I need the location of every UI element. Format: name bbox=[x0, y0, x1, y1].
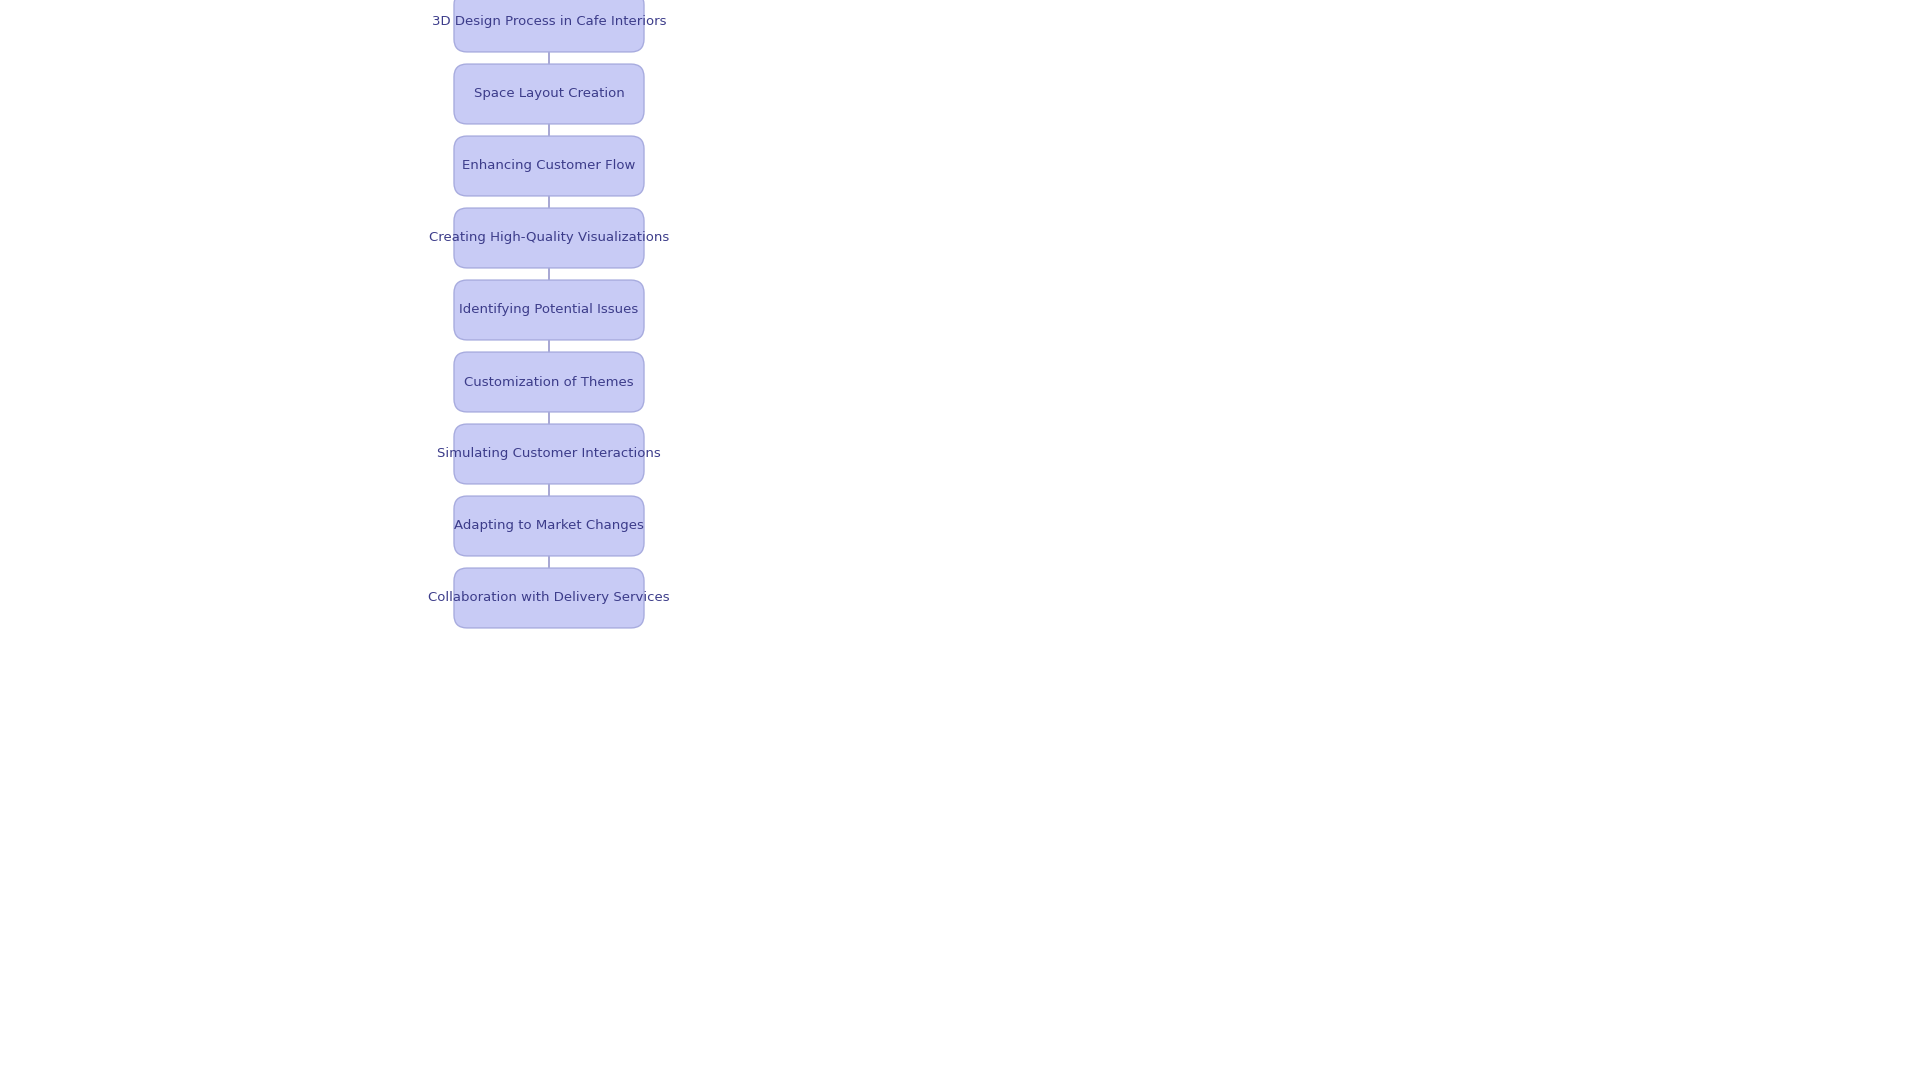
Text: Space Layout Creation: Space Layout Creation bbox=[474, 88, 624, 101]
FancyBboxPatch shape bbox=[453, 496, 643, 556]
Text: 3D Design Process in Cafe Interiors: 3D Design Process in Cafe Interiors bbox=[432, 15, 666, 28]
Text: Customization of Themes: Customization of Themes bbox=[465, 376, 634, 389]
Text: Creating High-Quality Visualizations: Creating High-Quality Visualizations bbox=[428, 232, 670, 245]
FancyBboxPatch shape bbox=[453, 425, 643, 484]
FancyBboxPatch shape bbox=[453, 569, 643, 628]
Text: Enhancing Customer Flow: Enhancing Customer Flow bbox=[463, 159, 636, 172]
Text: Simulating Customer Interactions: Simulating Customer Interactions bbox=[438, 447, 660, 460]
FancyBboxPatch shape bbox=[453, 352, 643, 412]
FancyBboxPatch shape bbox=[453, 136, 643, 196]
FancyBboxPatch shape bbox=[453, 64, 643, 123]
FancyBboxPatch shape bbox=[453, 208, 643, 268]
Text: Adapting to Market Changes: Adapting to Market Changes bbox=[453, 520, 643, 533]
FancyBboxPatch shape bbox=[453, 280, 643, 340]
Text: Identifying Potential Issues: Identifying Potential Issues bbox=[459, 303, 639, 316]
Text: Collaboration with Delivery Services: Collaboration with Delivery Services bbox=[428, 591, 670, 604]
FancyBboxPatch shape bbox=[453, 0, 643, 52]
